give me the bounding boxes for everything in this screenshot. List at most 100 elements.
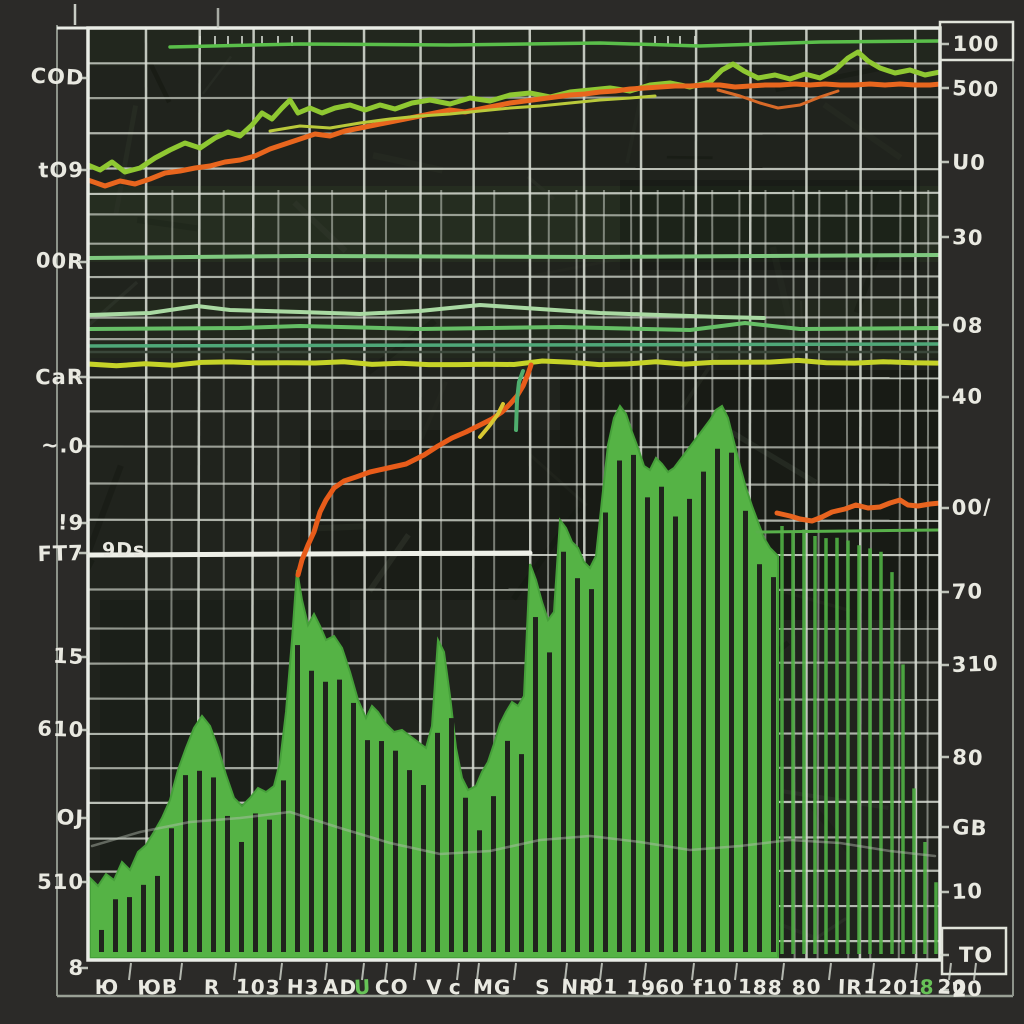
y-axis-label-left: 8 [68, 956, 84, 980]
volume-bar-gap [617, 460, 622, 952]
top-trend-orange [89, 81, 939, 189]
volume-bar-gap [379, 741, 384, 952]
axis-labels: COD tO9 00R CaR ~.0 !9 FT7 15 610 OJ 510 8 100 500 U0 3… [30, 32, 999, 1002]
grid-line-horizontal [89, 697, 939, 701]
y-axis-label-left: FT7 [37, 541, 84, 566]
volume-bar-gap [463, 797, 468, 952]
grid-line-horizontal [89, 167, 939, 171]
x-axis-tick [513, 962, 517, 981]
x-axis-label: 80 [791, 974, 822, 999]
volume-bar-gap [561, 551, 566, 952]
texture-patch [300, 430, 560, 600]
y-axis-label-left: !9 [58, 510, 85, 535]
y-axis-label-right: 30 [952, 225, 984, 250]
volume-bar-gap [239, 841, 244, 952]
volume-bar-gap [211, 777, 216, 952]
y-axis-label-left: 510 [37, 870, 84, 894]
hline-teal [89, 342, 939, 348]
grid-line-vertical [926, 189, 930, 959]
volume-bar-gap [589, 589, 594, 952]
texture-streak [724, 426, 818, 485]
hline-pale-green-wavy [89, 303, 766, 320]
volume-bar-gap [533, 617, 538, 952]
volume-bar-gap [141, 884, 146, 952]
y-axis-label-right: U0 [952, 150, 986, 175]
volume-bar-gap [197, 770, 202, 952]
texture-streak [822, 102, 903, 161]
x-axis-label: c [448, 975, 462, 1000]
texture-streak [666, 155, 713, 160]
y-axis-label-left: tO9 [38, 158, 84, 182]
volume-bar-gap [547, 652, 552, 952]
volume-bar-gap [267, 819, 272, 952]
x-axis-tick [973, 962, 977, 981]
volume-bar-gap [743, 510, 748, 952]
x-axis-label: H3 [287, 975, 320, 1000]
volume-bar-gap [603, 512, 608, 952]
y-axis-label-left: COD [30, 64, 85, 90]
x-axis-tick [599, 962, 603, 981]
grid-line-horizontal [89, 275, 939, 279]
x-axis-tick [828, 962, 832, 981]
x-axis-label: 60 [655, 975, 685, 999]
texture-streak [511, 506, 582, 601]
y-axis-label-right: 310 [951, 651, 999, 677]
texture-streak [310, 523, 367, 532]
volume-bar-gap [295, 645, 300, 952]
grid-line-horizontal [89, 191, 939, 196]
green-flick [514, 369, 525, 432]
x-axis-tick [279, 962, 283, 981]
grid-line-horizontal [89, 409, 939, 413]
y-axis-label-right: 10 [951, 879, 983, 904]
top-trend-green [89, 49, 939, 175]
top-strand-yellow [268, 94, 657, 133]
orange-branch [716, 88, 840, 110]
texture-streak [89, 464, 124, 553]
volume-bar-gap [351, 702, 356, 952]
hline-yellow [89, 357, 939, 369]
x-axis-tick [324, 962, 328, 981]
hline-green [89, 321, 939, 332]
volume-bar-gap [323, 681, 328, 952]
x-axis-label: NR [561, 974, 596, 1000]
x-axis-label: f10 [693, 975, 733, 1000]
frame [56, 4, 1015, 998]
right-orange-line [774, 497, 939, 524]
grid-line-horizontal [89, 376, 939, 380]
y-axis-label-left: 610 [37, 716, 85, 742]
hline-light-green [89, 253, 939, 260]
x-axis-tick [734, 962, 738, 981]
x-axis-tick [643, 962, 647, 981]
x-axis-tick [413, 962, 417, 981]
x-axis-label: 01 19 [588, 974, 657, 1001]
x-axis-tick [871, 962, 875, 981]
x-axis-label: S [535, 975, 551, 999]
x-axis-label: 188 [737, 974, 783, 1000]
texture-streak [625, 61, 650, 164]
texture-patch [89, 29, 939, 66]
volume-bar-gap [491, 796, 496, 952]
x-axis-label: 1201 [863, 974, 923, 1000]
volume-bar-gap [477, 830, 482, 952]
x-axis-tick [179, 962, 183, 981]
grid-line-vertical [144, 29, 148, 959]
y-axis-label-right: 500 [952, 76, 1000, 102]
x-axis-tick [914, 962, 918, 981]
volume-bar-gap [729, 452, 734, 952]
x-axis-label: 8 [919, 975, 935, 999]
volume-bar-gap [575, 578, 580, 952]
texture-streak [148, 62, 172, 104]
volume-bar-gap [505, 740, 510, 952]
y-axis-label-left: 00R [35, 248, 84, 274]
y-axis-label-right: 80 [952, 745, 984, 770]
x-axis-label: 103 [235, 974, 281, 1000]
x-axis-tick [456, 962, 460, 981]
volume-bar-gap [155, 875, 160, 952]
x-axis-tick [128, 962, 132, 981]
volume-bar-gap [715, 448, 720, 952]
volume-bar-gap [113, 899, 118, 952]
volume-bar-gap [519, 754, 524, 952]
volume-bar-gap [281, 780, 286, 952]
